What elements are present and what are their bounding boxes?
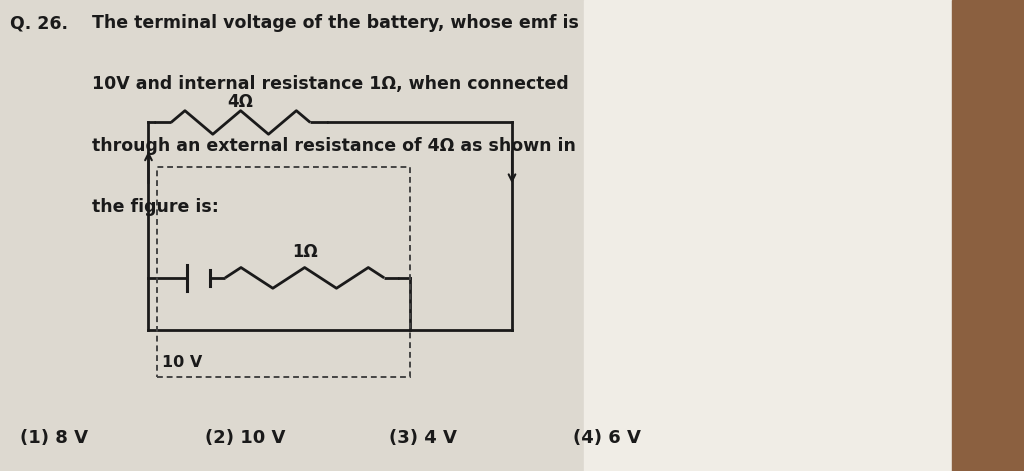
Text: through an external resistance of 4Ω as shown in: through an external resistance of 4Ω as …: [92, 137, 577, 154]
Text: (4) 6 V: (4) 6 V: [573, 429, 641, 447]
Text: (3) 4 V: (3) 4 V: [389, 429, 457, 447]
Bar: [952, 0, 1024, 471]
Text: (2) 10 V: (2) 10 V: [205, 429, 285, 447]
Bar: [584, 0, 1024, 471]
Text: 10V and internal resistance 1Ω, when connected: 10V and internal resistance 1Ω, when con…: [92, 75, 569, 93]
Text: (1) 8 V: (1) 8 V: [20, 429, 88, 447]
Bar: [0, 0, 584, 471]
Text: the figure is:: the figure is:: [92, 198, 219, 216]
Text: 1Ω: 1Ω: [292, 244, 317, 261]
Text: Q. 26.: Q. 26.: [10, 14, 69, 32]
Text: 10 V: 10 V: [162, 355, 202, 370]
Text: The terminal voltage of the battery, whose emf is: The terminal voltage of the battery, who…: [92, 14, 579, 32]
Text: 4Ω: 4Ω: [227, 93, 254, 111]
